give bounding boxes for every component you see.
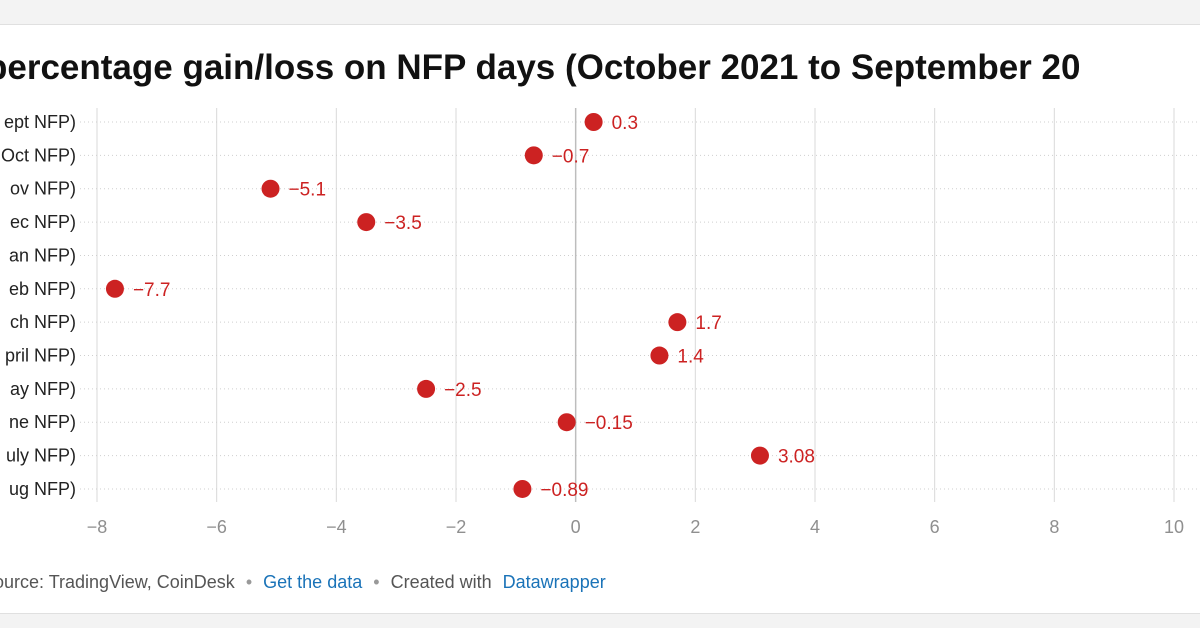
footer-separator: • [246,572,252,592]
data-label: 0.3 [612,113,638,134]
category-label: ec NFP) [10,212,76,232]
get-the-data-link[interactable]: Get the data [263,572,363,592]
category-label: an NFP) [9,245,76,265]
data-label: 3.08 [778,447,815,468]
data-label: −0.15 [585,413,633,434]
x-tick-label: 10 [1164,517,1184,537]
footer-created-with: Created with [391,572,492,592]
x-tick-label: 6 [930,517,940,537]
data-point [650,346,669,365]
x-tick-label: 4 [810,517,820,537]
data-label: −0.7 [552,146,590,167]
data-point [668,313,687,332]
x-tick-label: 0 [571,517,581,537]
data-point [417,379,436,398]
x-tick-label: 2 [690,517,700,537]
x-tick-label: −6 [206,517,227,537]
datawrapper-link[interactable]: Datawrapper [503,572,606,592]
chart-title: percentage gain/loss on NFP days (Octobe… [0,48,1080,87]
category-label: pril NFP) [5,346,76,366]
data-point [524,146,543,165]
data-label: −3.5 [384,213,422,234]
data-point [557,413,576,432]
data-label: 1.4 [677,347,704,368]
data-point [513,479,532,498]
data-label: −5.1 [289,180,327,201]
category-label: eb NFP) [9,279,76,299]
data-point [261,179,280,198]
data-label: −7.7 [133,280,171,301]
x-tick-label: −2 [446,517,467,537]
category-label: ne NFP) [9,412,76,432]
category-label: ay NFP) [10,379,76,399]
data-points [105,113,769,498]
data-point [357,213,376,232]
footer: Source: TradingView, CoinDesk • Get the … [0,572,606,592]
data-point [750,446,769,465]
category-label: ept NFP) [4,112,76,132]
footer-source: Source: TradingView, CoinDesk [0,572,236,592]
category-labels: ept NFP) Oct NFP) ov NFP) ec NFP) an NFP) eb … [1,112,76,499]
category-label: Oct NFP) [1,145,76,165]
category-label: ch NFP) [10,312,76,332]
grid-lines [80,108,1200,502]
footer-separator: • [373,572,379,592]
data-label: −2.5 [444,380,482,401]
category-label: ov NFP) [10,179,76,199]
x-axis-tick-labels: −8 −6 −4 −2 0 2 4 6 8 10 [87,517,1184,537]
data-labels: 0.3 −0.7 −5.1 −3.5 −7.7 1.7 1.4 −2.5 −0.15 3.08 −0… [133,113,815,501]
data-point [584,113,603,131]
x-tick-label: 8 [1049,517,1059,537]
data-label: 1.7 [695,313,721,334]
x-tick-label: −8 [87,517,108,537]
data-label: −0.89 [540,480,588,501]
data-point [105,279,124,298]
category-label: uly NFP) [6,446,76,466]
x-tick-label: −4 [326,517,347,537]
category-label: ug NFP) [9,479,76,499]
